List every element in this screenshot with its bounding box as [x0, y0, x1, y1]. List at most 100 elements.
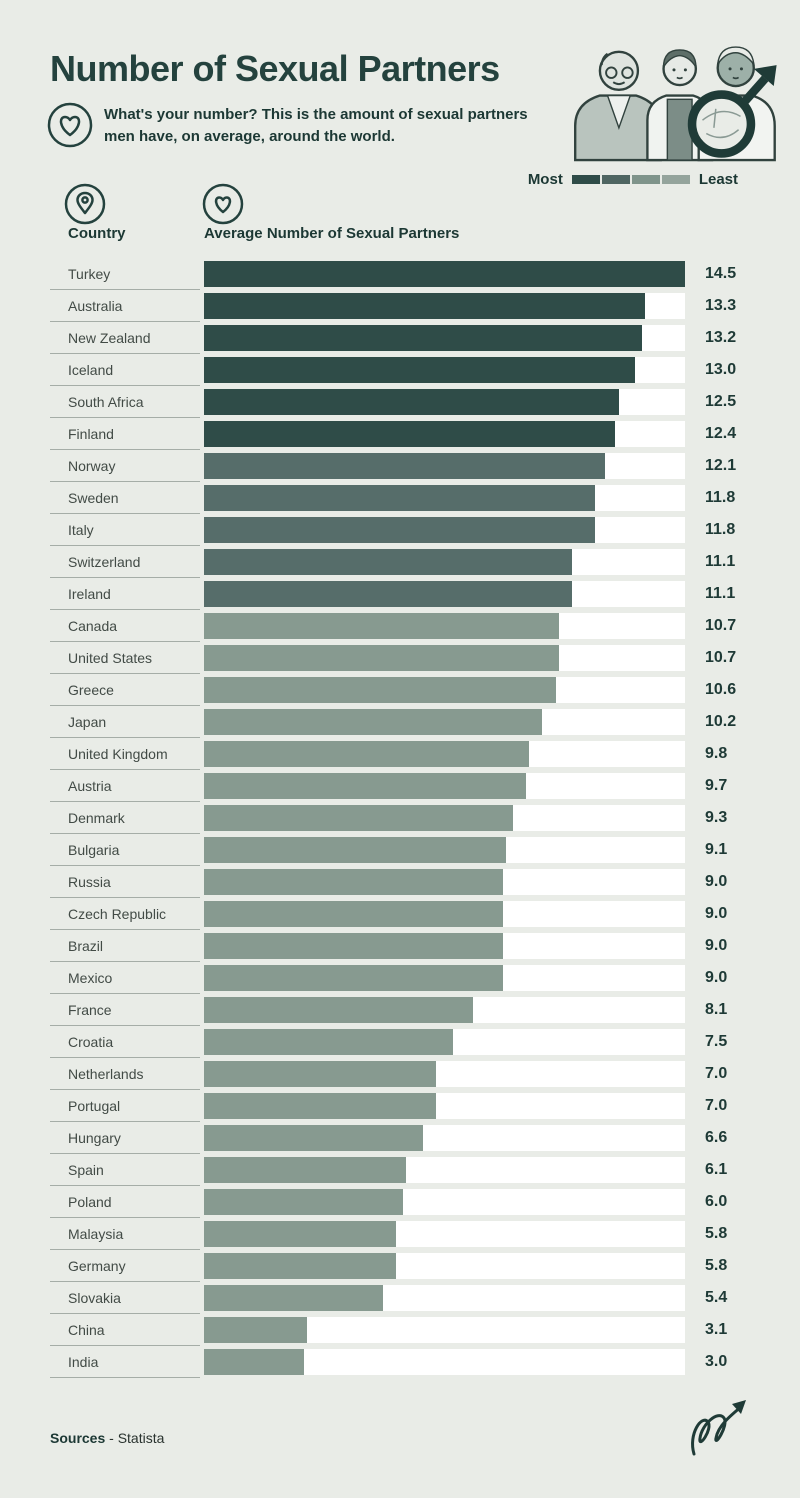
bar-track — [204, 517, 685, 543]
signature-arrow-logo — [682, 1392, 758, 1468]
country-label: Bulgaria — [68, 841, 120, 858]
country-cell: Malaysia — [50, 1218, 200, 1250]
bar — [204, 933, 503, 959]
bar-track — [204, 581, 685, 607]
country-cell: Sweden — [50, 482, 200, 514]
bar-value: 12.1 — [705, 457, 737, 474]
country-cell: India — [50, 1346, 200, 1378]
sources-note: Sources - Statista — [50, 1430, 164, 1446]
country-cell: Italy — [50, 514, 200, 546]
country-cell: United States — [50, 642, 200, 674]
bar-track — [204, 549, 685, 575]
country-label: Switzerland — [68, 553, 141, 570]
country-cell: Iceland — [50, 354, 200, 386]
country-label: Netherlands — [68, 1065, 144, 1082]
bar-value: 11.1 — [705, 585, 736, 602]
country-cell: France — [50, 994, 200, 1026]
table-row: United Kingdom 9.8 — [0, 738, 800, 770]
country-cell: Spain — [50, 1154, 200, 1186]
country-label: India — [68, 1353, 99, 1370]
bar-value: 10.7 — [705, 649, 737, 666]
table-row: Turkey 14.5 — [0, 258, 800, 290]
table-row: New Zealand 13.2 — [0, 322, 800, 354]
bar-track — [204, 1061, 685, 1087]
bar — [204, 485, 596, 511]
table-row: Iceland 13.0 — [0, 354, 800, 386]
bar — [204, 869, 503, 895]
bar — [204, 293, 646, 319]
bar — [204, 1029, 453, 1055]
country-cell: Czech Republic — [50, 898, 200, 930]
bar-track — [204, 677, 685, 703]
country-label: Germany — [68, 1257, 126, 1274]
bar — [204, 517, 596, 543]
bar — [204, 645, 559, 671]
table-row: India 3.0 — [0, 1346, 800, 1378]
bar — [204, 773, 526, 799]
bar-value: 5.4 — [705, 1289, 728, 1306]
bar-value: 10.7 — [705, 617, 737, 634]
bar-value: 14.5 — [705, 265, 737, 282]
bar — [204, 549, 573, 575]
bar-track — [204, 1189, 685, 1215]
bar-track — [204, 261, 685, 287]
bar-track — [204, 1285, 685, 1311]
legend-swatch — [571, 175, 600, 184]
country-label: Ireland — [68, 585, 111, 602]
country-label: Italy — [68, 521, 94, 538]
map-pin-circle-icon — [64, 183, 106, 225]
bar-value: 13.0 — [705, 361, 737, 378]
table-row: Austria 9.7 — [0, 770, 800, 802]
table-row: Mexico 9.0 — [0, 962, 800, 994]
page-title: Number of Sexual Partners — [50, 48, 500, 89]
color-legend: Most Least — [528, 171, 738, 188]
country-cell: Germany — [50, 1250, 200, 1282]
bar — [204, 1093, 437, 1119]
table-row: Canada 10.7 — [0, 610, 800, 642]
bar-track — [204, 837, 685, 863]
country-cell: Croatia — [50, 1026, 200, 1058]
bar-track — [204, 805, 685, 831]
country-label: Japan — [68, 713, 107, 730]
bar-track — [204, 645, 685, 671]
table-row: Czech Republic 9.0 — [0, 898, 800, 930]
bar — [204, 421, 616, 447]
country-label: Canada — [68, 617, 118, 634]
bar-track — [204, 1317, 685, 1343]
country-label: Sweden — [68, 489, 119, 506]
country-label: Poland — [68, 1193, 112, 1210]
country-label: Australia — [68, 297, 123, 314]
bar-track — [204, 741, 685, 767]
country-cell: Switzerland — [50, 546, 200, 578]
country-cell: Australia — [50, 290, 200, 322]
bar-track — [204, 613, 685, 639]
table-row: China 3.1 — [0, 1314, 800, 1346]
table-row: Brazil 9.0 — [0, 930, 800, 962]
bar-value: 10.6 — [705, 681, 737, 698]
bar-value: 9.3 — [705, 809, 728, 826]
table-row: Sweden 11.8 — [0, 482, 800, 514]
country-label: Spain — [68, 1161, 104, 1178]
bar-value: 9.1 — [705, 841, 728, 858]
bar-value: 11.1 — [705, 553, 736, 570]
country-cell: Ireland — [50, 578, 200, 610]
country-label: South Africa — [68, 393, 144, 410]
bar-value: 9.0 — [705, 873, 728, 890]
bar-track — [204, 485, 685, 511]
bar-track — [204, 901, 685, 927]
country-cell: China — [50, 1314, 200, 1346]
bar-value: 13.3 — [705, 297, 737, 314]
bar — [204, 1221, 397, 1247]
bar-track — [204, 1349, 685, 1375]
country-cell: New Zealand — [50, 322, 200, 354]
bar-value: 5.8 — [705, 1225, 728, 1242]
legend-most-label: Most — [527, 171, 563, 188]
table-row: Italy 11.8 — [0, 514, 800, 546]
bar-value: 13.2 — [705, 329, 737, 346]
country-label: Croatia — [68, 1033, 114, 1050]
table-row: Hungary 6.6 — [0, 1122, 800, 1154]
sources-label: Sources — [50, 1430, 106, 1446]
table-row: Switzerland 11.1 — [0, 546, 800, 578]
bar-track — [204, 421, 685, 447]
country-label: Malaysia — [68, 1225, 124, 1242]
